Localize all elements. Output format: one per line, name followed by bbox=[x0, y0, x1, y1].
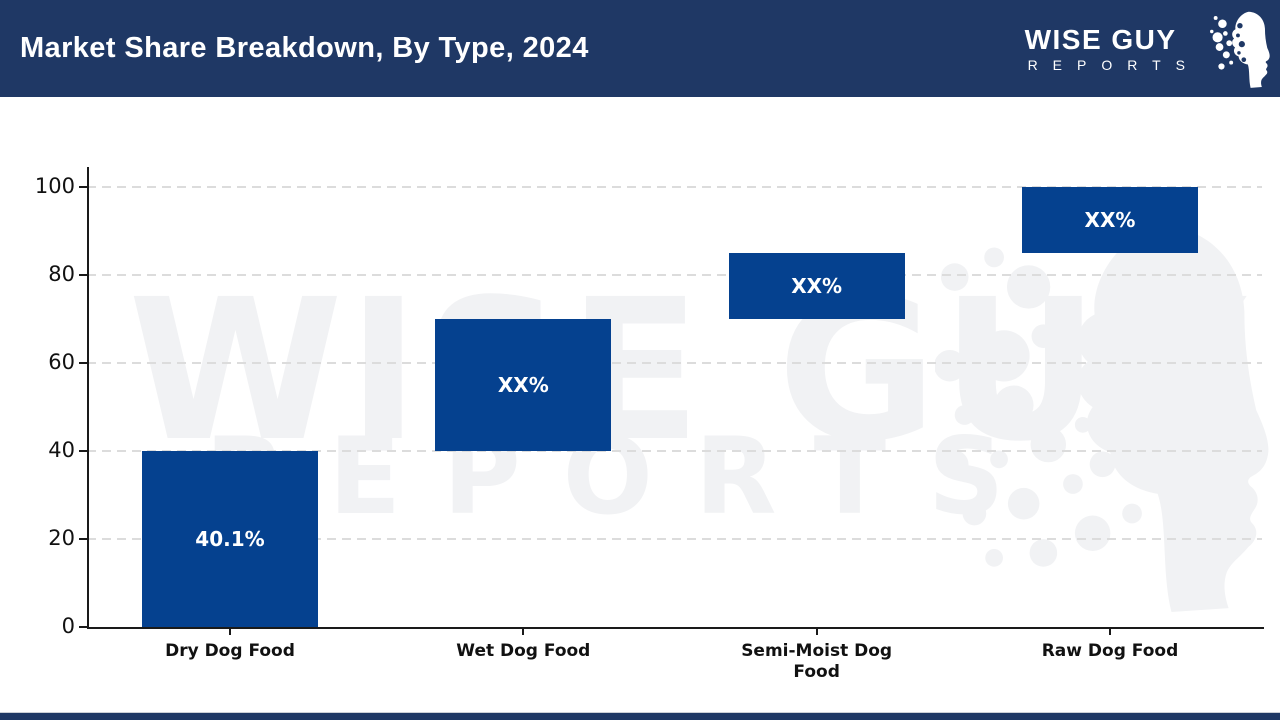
footer-bar bbox=[0, 712, 1280, 720]
wiseguy-head-icon bbox=[1210, 11, 1270, 88]
page-title: Market Share Breakdown, By Type, 2024 bbox=[20, 32, 589, 64]
logo-wordmark: WISE GUY bbox=[1024, 24, 1177, 56]
y-tick-mark bbox=[79, 362, 87, 364]
bar-value-label: XX% bbox=[497, 373, 549, 397]
bar-value-label: XX% bbox=[1084, 208, 1136, 232]
x-category-label: Dry Dog Food bbox=[165, 641, 295, 661]
y-tick-mark bbox=[79, 538, 87, 540]
header-bar: Market Share Breakdown, By Type, 2024 WI… bbox=[0, 0, 1280, 97]
y-tick-label: 60 bbox=[48, 350, 75, 374]
y-tick-mark bbox=[79, 626, 87, 628]
y-tick-label: 0 bbox=[61, 614, 75, 638]
gridline bbox=[87, 362, 1262, 364]
bar-segment: XX% bbox=[728, 253, 905, 319]
x-category-label: Raw Dog Food bbox=[1041, 641, 1179, 661]
plot: 0 20 40 60 80 100 40.1% Dry Dog Food XX% Wet Dog … bbox=[0, 97, 1280, 713]
x-tick-mark bbox=[1108, 627, 1111, 635]
gridline bbox=[87, 538, 1262, 540]
y-tick-label: 40 bbox=[48, 438, 75, 462]
wiseguy-logo: WISE GUY REPORTS bbox=[1025, 6, 1270, 92]
bar-segment: XX% bbox=[435, 319, 612, 451]
x-tick-mark bbox=[815, 627, 818, 635]
logo-text: WISE GUY REPORTS bbox=[1024, 24, 1200, 73]
y-tick-label: 100 bbox=[34, 174, 75, 198]
bar-segment: 40.1% bbox=[142, 451, 318, 627]
bar-value-label: XX% bbox=[791, 274, 843, 298]
x-category-label: Semi-Moist Dog Food bbox=[741, 641, 893, 683]
gridline bbox=[87, 450, 1262, 452]
x-tick-mark bbox=[522, 627, 525, 635]
y-axis bbox=[87, 167, 89, 629]
chart-area: WISE GUY REPORTS 0 20 4 bbox=[0, 97, 1280, 713]
y-tick-mark bbox=[79, 450, 87, 452]
y-tick-label: 20 bbox=[48, 526, 75, 550]
logo-subtext: REPORTS bbox=[1027, 56, 1200, 73]
x-axis bbox=[87, 627, 1264, 629]
x-tick-mark bbox=[229, 627, 231, 635]
gridline bbox=[87, 274, 1262, 276]
y-tick-mark bbox=[79, 274, 87, 276]
gridline bbox=[87, 186, 1262, 188]
bar-value-label: 40.1% bbox=[195, 527, 265, 551]
y-tick-mark bbox=[79, 186, 87, 188]
x-category-label: Wet Dog Food bbox=[456, 641, 591, 661]
y-tick-label: 80 bbox=[48, 262, 75, 286]
bar-segment: XX% bbox=[1021, 187, 1198, 253]
